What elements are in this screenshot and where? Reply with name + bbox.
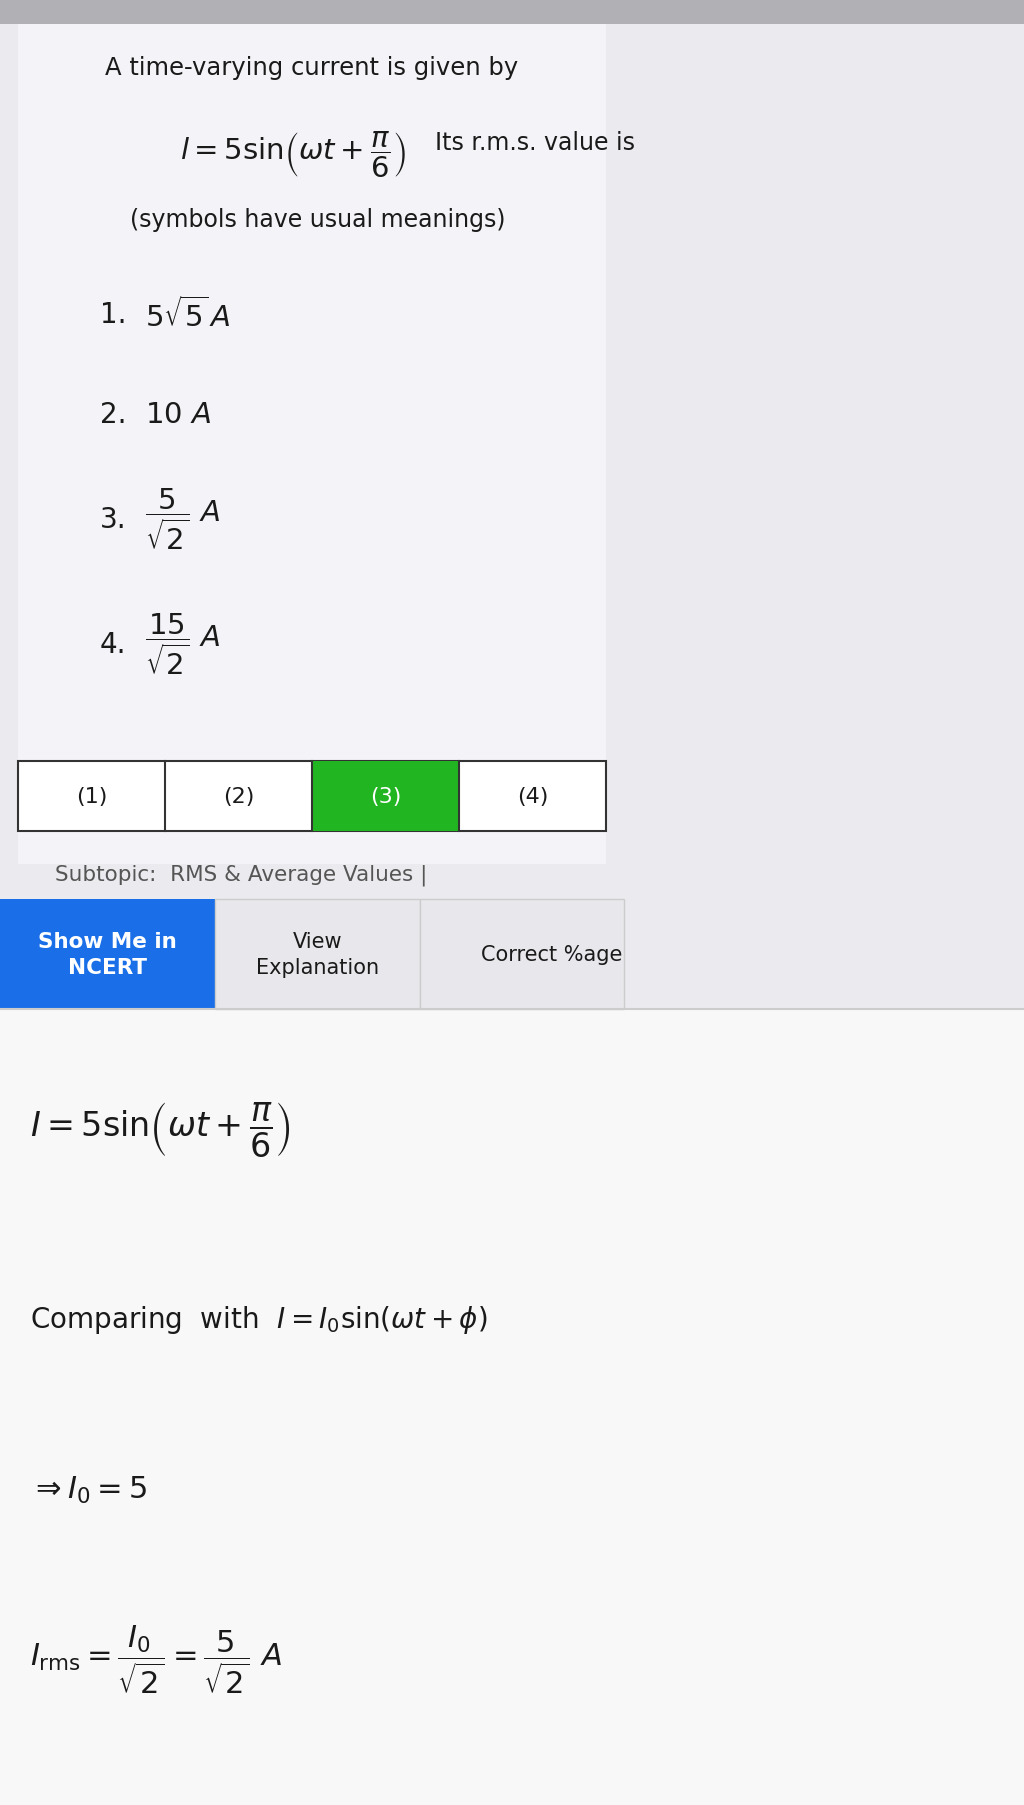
Text: (4): (4) [517,787,548,807]
Text: $I_{\mathrm{rms}} = \dfrac{I_0}{\sqrt{2}} = \dfrac{5}{\sqrt{2}}\ A$: $I_{\mathrm{rms}} = \dfrac{I_0}{\sqrt{2}… [30,1623,283,1695]
Text: (symbols have usual meanings): (symbols have usual meanings) [130,208,506,231]
Text: (2): (2) [223,787,254,807]
Text: 1.: 1. [100,301,127,329]
Bar [312,762,459,832]
Text: Correct %age: Correct %age [481,944,623,964]
Text: $\dfrac{15}{\sqrt{2}}\ A$: $\dfrac{15}{\sqrt{2}}\ A$ [145,612,221,677]
Text: $\Rightarrow I_0 = 5$: $\Rightarrow I_0 = 5$ [30,1473,147,1505]
Bar [0,899,215,1009]
Bar [0,0,1024,25]
Bar [420,899,624,1009]
Text: $I = 5\sin\!\left(\omega t + \dfrac{\pi}{6}\right)$: $I = 5\sin\!\left(\omega t + \dfrac{\pi}… [30,1099,291,1159]
Text: $l = 5\sin\!\left(\omega t + \dfrac{\pi}{6}\right)$: $l = 5\sin\!\left(\omega t + \dfrac{\pi}… [180,130,406,180]
Text: A time-varying current is given by: A time-varying current is given by [105,56,518,79]
Text: 4.: 4. [100,630,127,659]
Bar [0,1009,1024,1805]
Text: $10\ A$: $10\ A$ [145,401,211,430]
Text: Its r.m.s. value is: Its r.m.s. value is [435,132,635,155]
Bar [18,762,606,832]
Text: (3): (3) [370,787,401,807]
Text: 3.: 3. [100,505,127,534]
Bar [18,25,606,865]
Bar [215,899,420,1009]
Text: (1): (1) [76,787,108,807]
Text: $\dfrac{5}{\sqrt{2}}\ A$: $\dfrac{5}{\sqrt{2}}\ A$ [145,487,221,552]
Text: $5\sqrt{5}\,A$: $5\sqrt{5}\,A$ [145,296,231,332]
Text: Subtopic:  RMS & Average Values |: Subtopic: RMS & Average Values | [55,865,427,884]
Text: Show Me in
NCERT: Show Me in NCERT [38,931,177,978]
Text: View
Explanation: View Explanation [256,931,379,978]
Text: 2.: 2. [100,401,127,430]
Text: Comparing  with  $I = I_0\sin\!\left(\omega t + \phi\right)$: Comparing with $I = I_0\sin\!\left(\omeg… [30,1303,487,1336]
